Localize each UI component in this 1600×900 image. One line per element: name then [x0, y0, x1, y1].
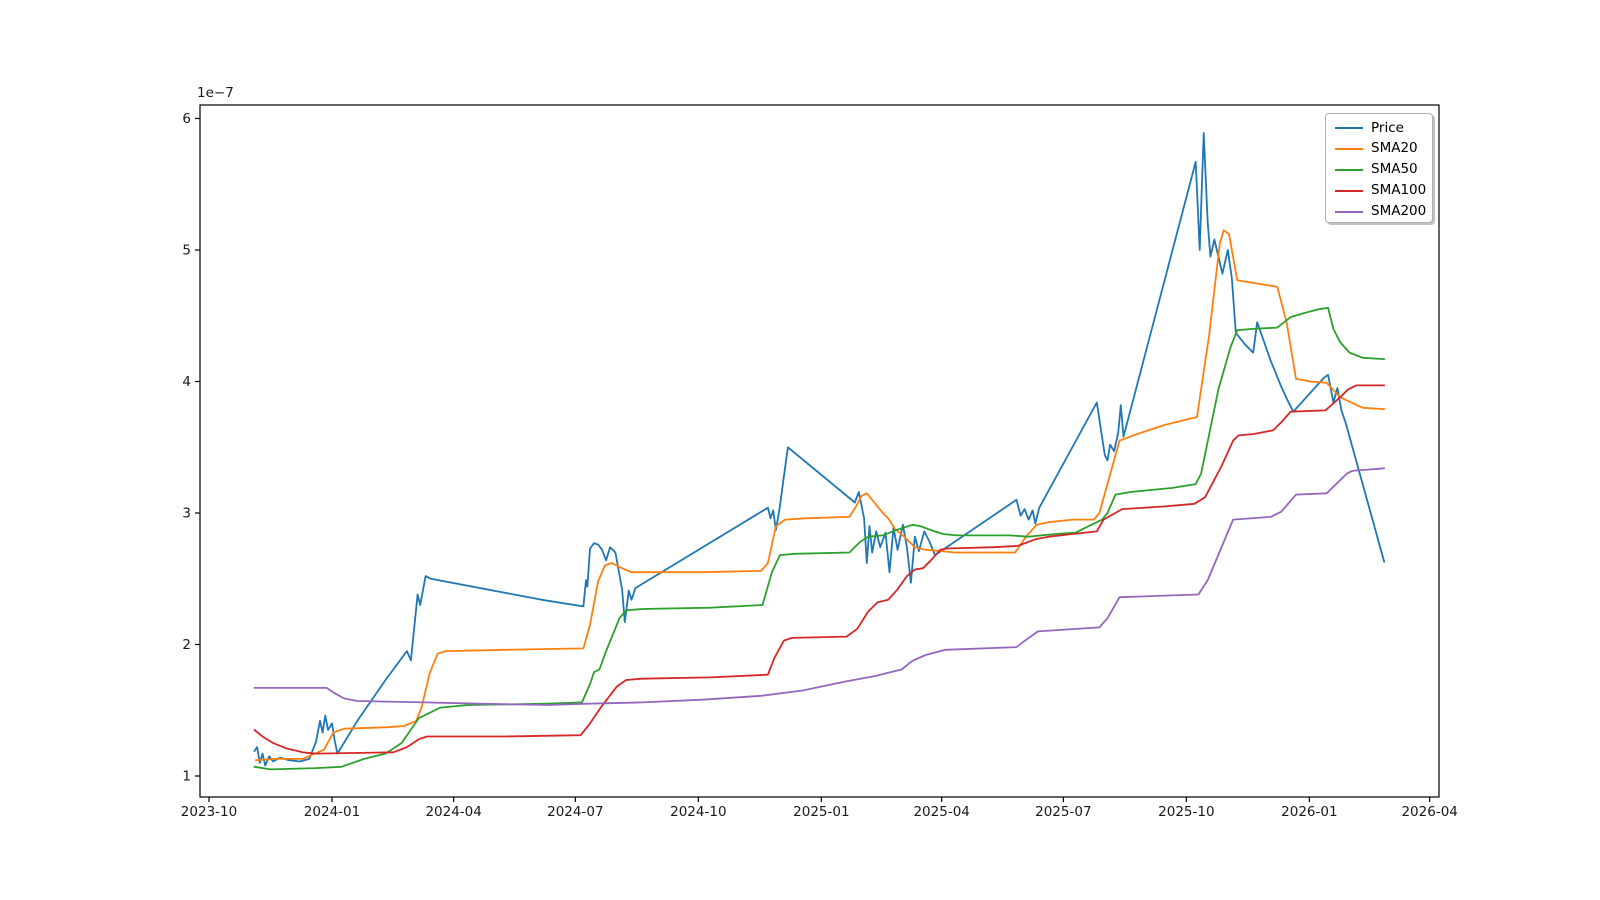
- series-line-sma200: [253, 467, 1386, 706]
- legend-line-swatch: [1335, 168, 1363, 171]
- x-tick-label: 2025-01: [793, 804, 849, 820]
- legend-label: SMA200: [1371, 202, 1427, 219]
- legend-label: SMA100: [1371, 182, 1427, 199]
- x-tick-label: 2025-07: [1035, 804, 1091, 820]
- legend-item-price: Price: [1326, 118, 1432, 139]
- y-tick-label: 3: [182, 506, 191, 522]
- legend-line-swatch: [1335, 148, 1363, 151]
- legend-label: SMA20: [1371, 140, 1418, 157]
- legend-line-swatch: [1335, 210, 1363, 213]
- legend-item-sma20: SMA20: [1326, 139, 1432, 160]
- x-tick-label: 2024-07: [547, 804, 603, 820]
- series-line-price: [253, 132, 1386, 767]
- y-tick-label: 4: [182, 374, 191, 390]
- x-tick-label: 2026-01: [1281, 804, 1337, 820]
- x-tick-label: 2025-04: [913, 804, 969, 820]
- legend-line-swatch: [1335, 127, 1363, 130]
- x-tick-label: 2024-10: [670, 804, 726, 820]
- y-tick-label: 1: [182, 769, 191, 785]
- y-tick-label: 5: [182, 243, 191, 259]
- legend: Price SMA20 SMA50 SMA100 SMA200: [1325, 113, 1433, 223]
- series-line-sma20: [254, 229, 1386, 762]
- axes-frame: [199, 104, 1440, 798]
- x-tick-label: 2024-04: [425, 804, 481, 820]
- x-tick-label: 2024-01: [304, 804, 360, 820]
- legend-item-sma100: SMA100: [1326, 180, 1432, 201]
- y-tick-label: 6: [182, 111, 191, 127]
- series-line-sma50: [253, 306, 1386, 771]
- legend-item-sma200: SMA200: [1326, 201, 1432, 222]
- y-tick-label: 2: [182, 637, 191, 653]
- legend-label: SMA50: [1371, 161, 1418, 178]
- legend-line-swatch: [1335, 189, 1363, 192]
- legend-item-sma50: SMA50: [1326, 160, 1432, 181]
- x-tick-label: 2023-10: [181, 804, 237, 820]
- x-tick-label: 2025-10: [1158, 804, 1214, 820]
- y-axis-offset-label: 1e−7: [197, 85, 234, 101]
- legend-label: Price: [1371, 119, 1404, 136]
- x-tick-label: 2026-04: [1401, 804, 1457, 820]
- series-line-sma100: [253, 384, 1386, 755]
